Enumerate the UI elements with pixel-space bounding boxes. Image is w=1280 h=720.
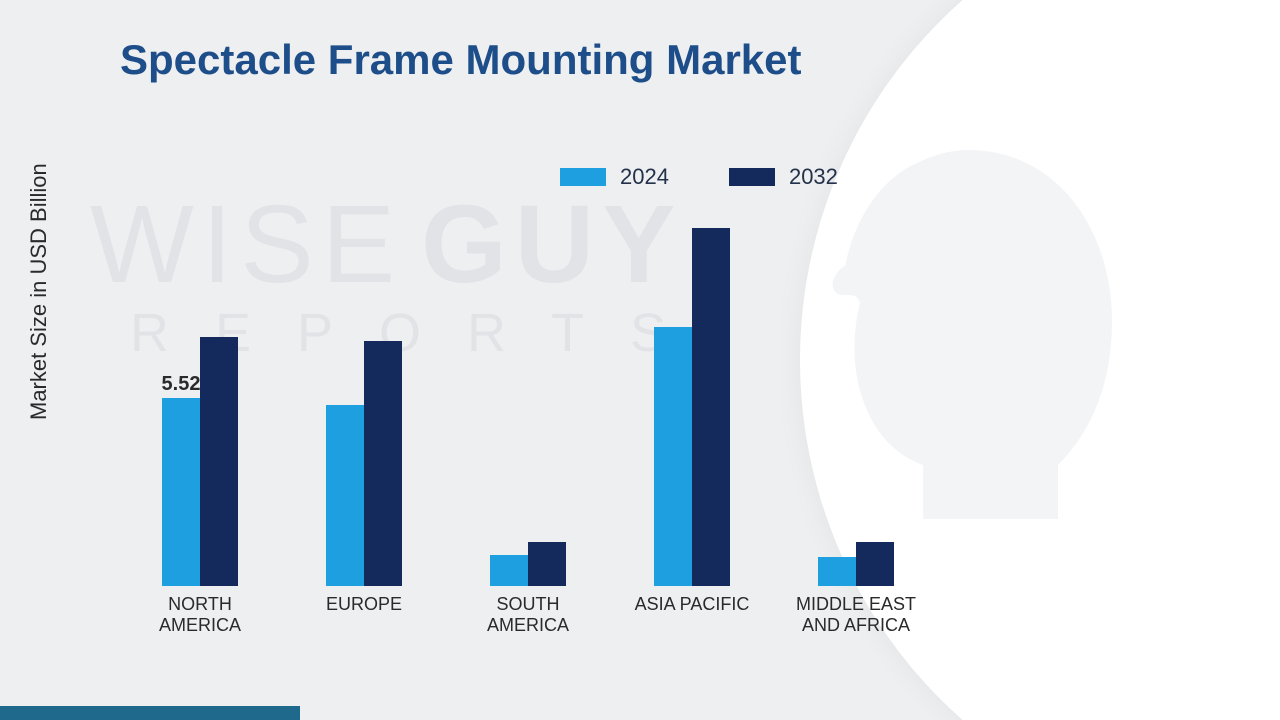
bar-2024 [326, 405, 364, 586]
legend-item-2032: 2032 [729, 164, 838, 190]
chart-title: Spectacle Frame Mounting Market [120, 36, 802, 84]
bar-group: EUROPE [304, 341, 424, 586]
legend-swatch-2024 [560, 168, 606, 186]
x-axis-label: NORTH AMERICA [135, 594, 265, 635]
legend-swatch-2032 [729, 168, 775, 186]
brand-head-icon [1206, 12, 1260, 76]
legend-label-2032: 2032 [789, 164, 838, 190]
bar-group: ASIA PACIFIC [632, 228, 752, 586]
bar-group: 5.52NORTH AMERICA [140, 337, 260, 586]
legend-label-2024: 2024 [620, 164, 669, 190]
bar-2032 [364, 341, 402, 586]
brand-logo: WISEGUY REPORTS [1035, 18, 1258, 66]
bar-2024 [490, 555, 528, 586]
legend-item-2024: 2024 [560, 164, 669, 190]
brand-line1a: WISE [1035, 16, 1124, 49]
bar-2032 [856, 542, 894, 586]
bar-2032 [528, 542, 566, 586]
x-axis-label: EUROPE [299, 594, 429, 615]
x-axis-label: SOUTH AMERICA [463, 594, 593, 635]
brand-line1b: GUY [1130, 16, 1204, 49]
bar-2032 [200, 337, 238, 586]
footer-accent-bar [0, 706, 300, 720]
bar-group: SOUTH AMERICA [468, 542, 588, 586]
bar-value-label: 5.52 [162, 373, 201, 396]
bar-2024 [162, 398, 200, 586]
bar-2032 [692, 228, 730, 586]
x-axis-label: ASIA PACIFIC [627, 594, 757, 615]
x-axis-label: MIDDLE EAST AND AFRICA [791, 594, 921, 635]
bar-2024 [654, 327, 692, 586]
bar-2024 [818, 557, 856, 586]
bar-group: MIDDLE EAST AND AFRICA [796, 542, 916, 586]
chart-plot-area: 5.52NORTH AMERICA EUROPE SOUTH AMERICA ASIA… [110, 211, 930, 586]
canvas: WISEGUY REPORTS WISEGUY REPORTS Spectacl… [0, 0, 1280, 720]
legend: 2024 2032 [560, 164, 838, 190]
y-axis-label: Market Size in USD Billion [26, 163, 52, 420]
